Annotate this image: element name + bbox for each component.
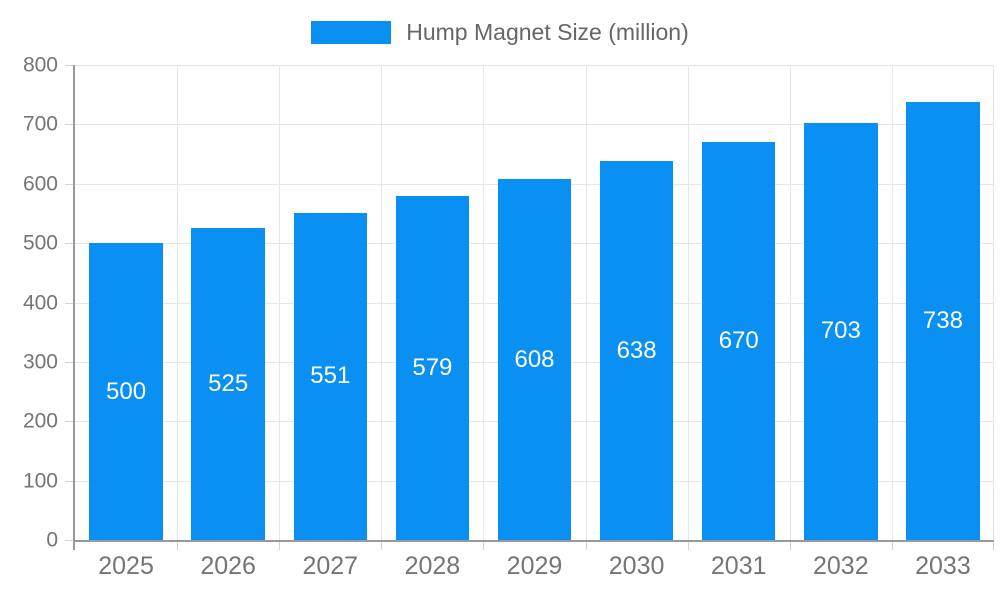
y-axis-tick-label: 400 <box>22 291 58 314</box>
bar-2032[interactable]: 703 <box>804 122 878 540</box>
x-tick-mark <box>789 542 791 550</box>
bar-category-cell: 670 <box>688 65 790 540</box>
x-tick-mark <box>891 542 893 550</box>
v-gridline <box>789 65 791 540</box>
bar-value-label: 670 <box>718 327 759 355</box>
h-gridline <box>75 65 994 66</box>
y-axis-tick-label: 800 <box>22 53 58 77</box>
v-gridline <box>993 65 994 540</box>
v-gridline <box>687 65 689 540</box>
bar-2030[interactable]: 638 <box>599 161 674 540</box>
plot-area: 0 100 200 300 400 500 600 700 800 500 525 551 579 60… <box>23 55 994 580</box>
v-gridline <box>891 65 893 540</box>
bar-2025[interactable]: 500 <box>89 243 163 540</box>
bar-category-cell: 579 <box>381 65 483 540</box>
bar-value-label: 500 <box>106 377 147 405</box>
x-axis-tick-label: 2026 <box>200 552 256 580</box>
x-axis-labels: 2025 2026 2027 2028 2029 2030 2031 2032 2033 <box>75 552 994 581</box>
y-axis-tick-label: 0 <box>46 528 58 552</box>
x-axis-tick-label: 2027 <box>302 552 359 580</box>
y-tick-mark <box>65 124 73 126</box>
bar-category-cell: 551 <box>279 65 381 540</box>
x-tick-mark <box>177 542 179 550</box>
x-axis-tick-label: 2029 <box>506 552 563 580</box>
y-tick-mark <box>65 540 73 541</box>
bar-category-cell: 500 <box>75 65 177 540</box>
bar-value-label: 608 <box>514 345 555 373</box>
bar-2033[interactable]: 738 <box>906 101 980 540</box>
bar-value-label: 638 <box>616 336 657 364</box>
y-tick-mark <box>65 480 73 482</box>
x-tick-mark <box>585 542 587 550</box>
x-tick-mark <box>483 542 485 550</box>
bar-value-label: 551 <box>310 362 351 390</box>
v-gridline <box>585 65 587 540</box>
bars-layer: 500 525 551 579 608 638 670 703 738 <box>75 65 994 540</box>
y-axis-tick-label: 100 <box>22 469 58 493</box>
bar-category-cell: 525 <box>177 65 279 540</box>
y-axis-tick-label: 500 <box>22 231 58 255</box>
v-gridline <box>177 65 179 540</box>
x-tick-mark <box>279 542 281 550</box>
bar-2029[interactable]: 608 <box>497 179 572 540</box>
y-tick-mark <box>65 243 73 245</box>
x-axis-tick-label: 2025 <box>98 552 154 580</box>
v-gridline <box>483 65 485 540</box>
v-gridline <box>381 65 383 540</box>
legend-swatch <box>311 21 392 44</box>
y-tick-mark <box>65 361 73 363</box>
y-axis-extension <box>73 540 75 550</box>
y-tick-mark <box>65 183 73 185</box>
bar-2027[interactable]: 551 <box>293 212 368 540</box>
bar-value-label: 525 <box>208 370 249 398</box>
bar-value-label: 579 <box>412 354 453 382</box>
x-axis-tick-label: 2030 <box>608 552 665 580</box>
legend-label: Hump Magnet Size (million) <box>406 19 689 45</box>
x-tick-mark <box>687 542 689 550</box>
legend[interactable]: Hump Magnet Size (million) <box>0 21 1000 44</box>
x-axis-tick-label: 2033 <box>915 552 971 580</box>
y-axis-tick-label: 300 <box>22 350 58 374</box>
y-tick-mark <box>65 65 73 66</box>
y-tick-mark <box>65 302 73 304</box>
bar-2026[interactable]: 525 <box>191 228 265 540</box>
y-axis-tick-label: 700 <box>22 112 58 136</box>
v-gridline <box>279 65 281 540</box>
x-axis-tick-label: 2032 <box>813 552 869 580</box>
bar-category-cell: 738 <box>892 65 994 540</box>
bar-2028[interactable]: 579 <box>395 196 470 540</box>
x-tick-mark <box>381 542 383 550</box>
bar-category-cell: 638 <box>586 65 688 540</box>
y-axis-tick-label: 600 <box>22 172 58 196</box>
y-tick-mark <box>65 421 73 423</box>
bar-value-label: 703 <box>820 317 861 345</box>
h-gridline <box>75 124 994 126</box>
bar-value-label: 738 <box>922 306 963 334</box>
x-axis-tick-label: 2031 <box>710 552 767 580</box>
x-tick-mark <box>993 542 994 550</box>
x-axis-tick-label: 2028 <box>404 552 461 580</box>
bar-category-cell: 608 <box>483 65 585 540</box>
bar-category-cell: 703 <box>790 65 892 540</box>
bar-2031[interactable]: 670 <box>701 142 776 540</box>
y-axis-tick-label: 200 <box>22 409 58 433</box>
